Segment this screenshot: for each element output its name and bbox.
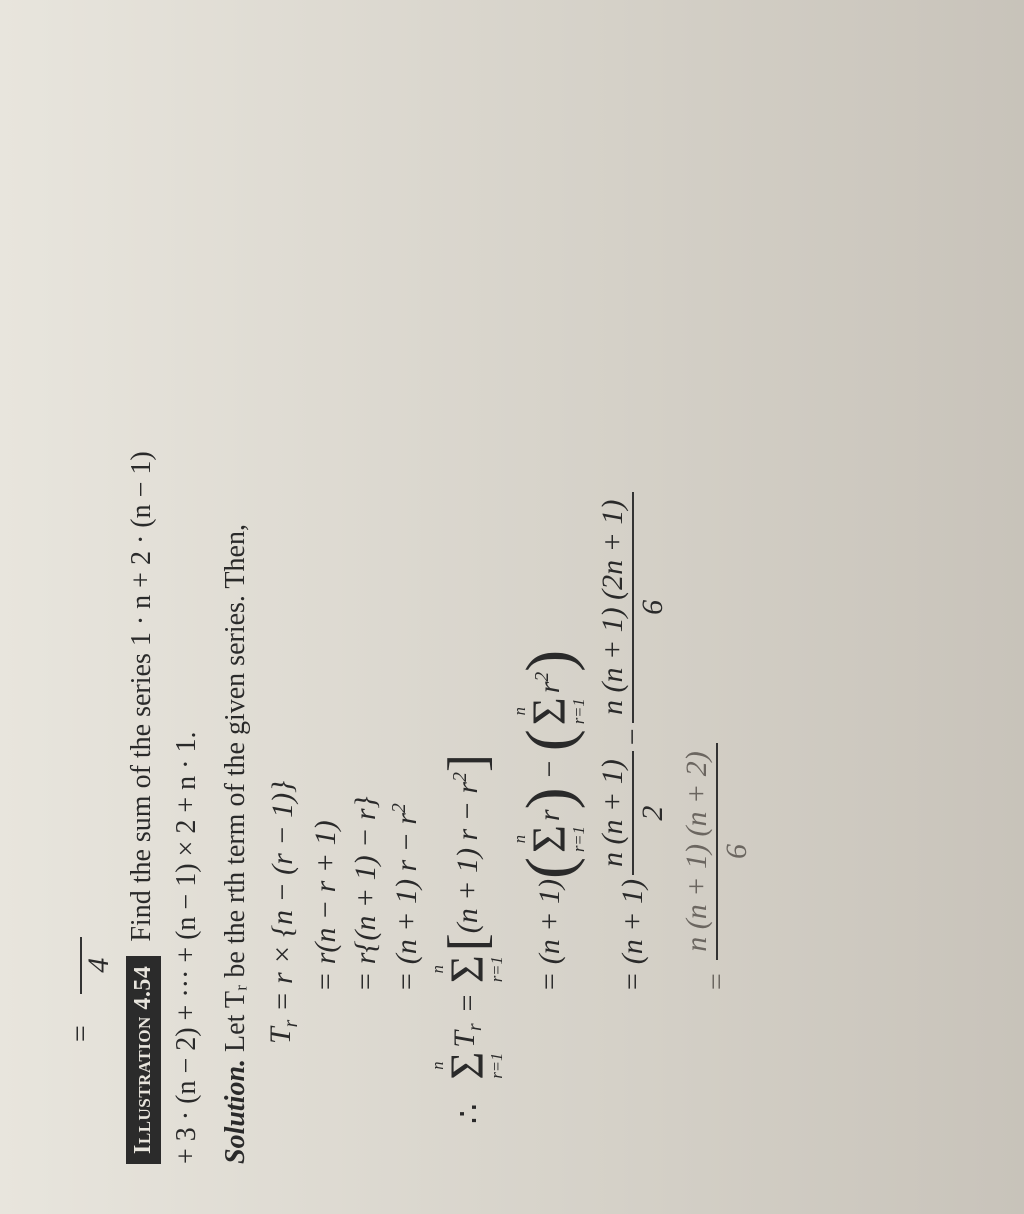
- step-3: = r{(n + 1) − r}: [349, 50, 383, 1164]
- final-line: = n (n + 1) (n + 2) 6: [678, 50, 756, 1164]
- step-4: = (n + 1) r − r2: [389, 50, 424, 1164]
- final-num: n (n + 1) (n + 2): [678, 743, 718, 959]
- sum-symbol-rhs: n Σ r=1: [430, 955, 506, 983]
- final-eq: =: [700, 972, 734, 992]
- frac2-den: 6: [634, 592, 672, 623]
- final-fraction: n (n + 1) (n + 2) 6: [678, 743, 756, 959]
- expand-sum-1: n Σ r=1: [512, 825, 588, 853]
- final-den: 6: [718, 836, 756, 867]
- step-2: = r(n − r + 1): [309, 50, 343, 1164]
- expand-sum2-inside: r2: [532, 672, 567, 693]
- frac-prefix: = (n + 1): [616, 879, 650, 992]
- expand-paren-open-1: (: [527, 857, 573, 879]
- fraction-line: = (n + 1) n (n + 1) 2 − n (n + 1) (2n + …: [594, 50, 672, 1164]
- therefore-symbol: ∴: [449, 1104, 487, 1124]
- expand-line: = (n + 1) ( n Σ r=1 r ) − ( n Σ r=1 r2 ): [512, 50, 588, 1164]
- sum-inside: (n + 1) r − r2: [450, 772, 485, 933]
- expand-sum1-inside: r: [533, 809, 567, 821]
- step1-rhs: = r × {n − (r − 1)}: [266, 781, 300, 1012]
- eq-sign: =: [64, 1024, 98, 1044]
- step1-lhs: Tr: [264, 1020, 303, 1044]
- expand-paren-close-2: ): [527, 650, 573, 672]
- therefore-line: ∴ n Σ r=1 Tr = n Σ r=1 [ (n + 1) r − r2 …: [430, 50, 506, 1164]
- expand-sum-2: n Σ r=1: [512, 697, 588, 725]
- top-frac-den: 4: [82, 937, 116, 994]
- illustration-header: Illustration 4.54 Find the sum of the se…: [122, 50, 161, 1164]
- frac1-den: 2: [634, 798, 672, 829]
- open-bracket: [: [446, 933, 489, 951]
- illustration-badge: Illustration 4.54: [126, 956, 161, 1164]
- frac2-num: n (n + 1) (2n + 1): [594, 492, 634, 723]
- step3-text: = r{(n + 1) − r}: [349, 796, 383, 992]
- page: = 4 Illustration 4.54 Find the sum of th…: [0, 0, 1024, 1214]
- top-fraction: 4: [46, 937, 116, 994]
- step-1: Tr = r × {n − (r − 1)}: [264, 50, 303, 1164]
- problem-text-line2: + 3 · (n − 2) + ··· + (n − 1) × 2 + n · …: [167, 50, 206, 1164]
- step4-text: = (n + 1) r − r2: [389, 803, 424, 992]
- frac-minus: −: [616, 727, 650, 747]
- sum-lhs-var: Tr: [448, 1023, 487, 1047]
- expand-minus: −: [533, 759, 567, 779]
- solution-label: Solution.: [220, 1059, 251, 1164]
- fraction-1: n (n + 1) 2: [594, 751, 672, 875]
- problem-text-line1: Find the sum of the series 1 · n + 2 · (…: [122, 451, 161, 941]
- expand-paren-open-2: (: [527, 729, 573, 751]
- top-frac-num: [46, 937, 82, 994]
- solution-intro-text: Let Tᵣ be the rth term of the given seri…: [220, 524, 251, 1059]
- solution-intro: Solution. Let Tᵣ be the rth term of the …: [216, 50, 255, 1164]
- expand-paren-close-1: ): [527, 787, 573, 809]
- top-fragment: = 4: [46, 50, 116, 1164]
- sum-symbol-lhs: n Σ r=1: [430, 1052, 506, 1080]
- close-bracket: ]: [446, 754, 489, 772]
- expand-prefix: = (n + 1): [533, 879, 567, 992]
- step2-text: = r(n − r + 1): [309, 820, 343, 992]
- frac1-num: n (n + 1): [594, 751, 634, 875]
- fraction-2: n (n + 1) (2n + 1) 6: [594, 492, 672, 723]
